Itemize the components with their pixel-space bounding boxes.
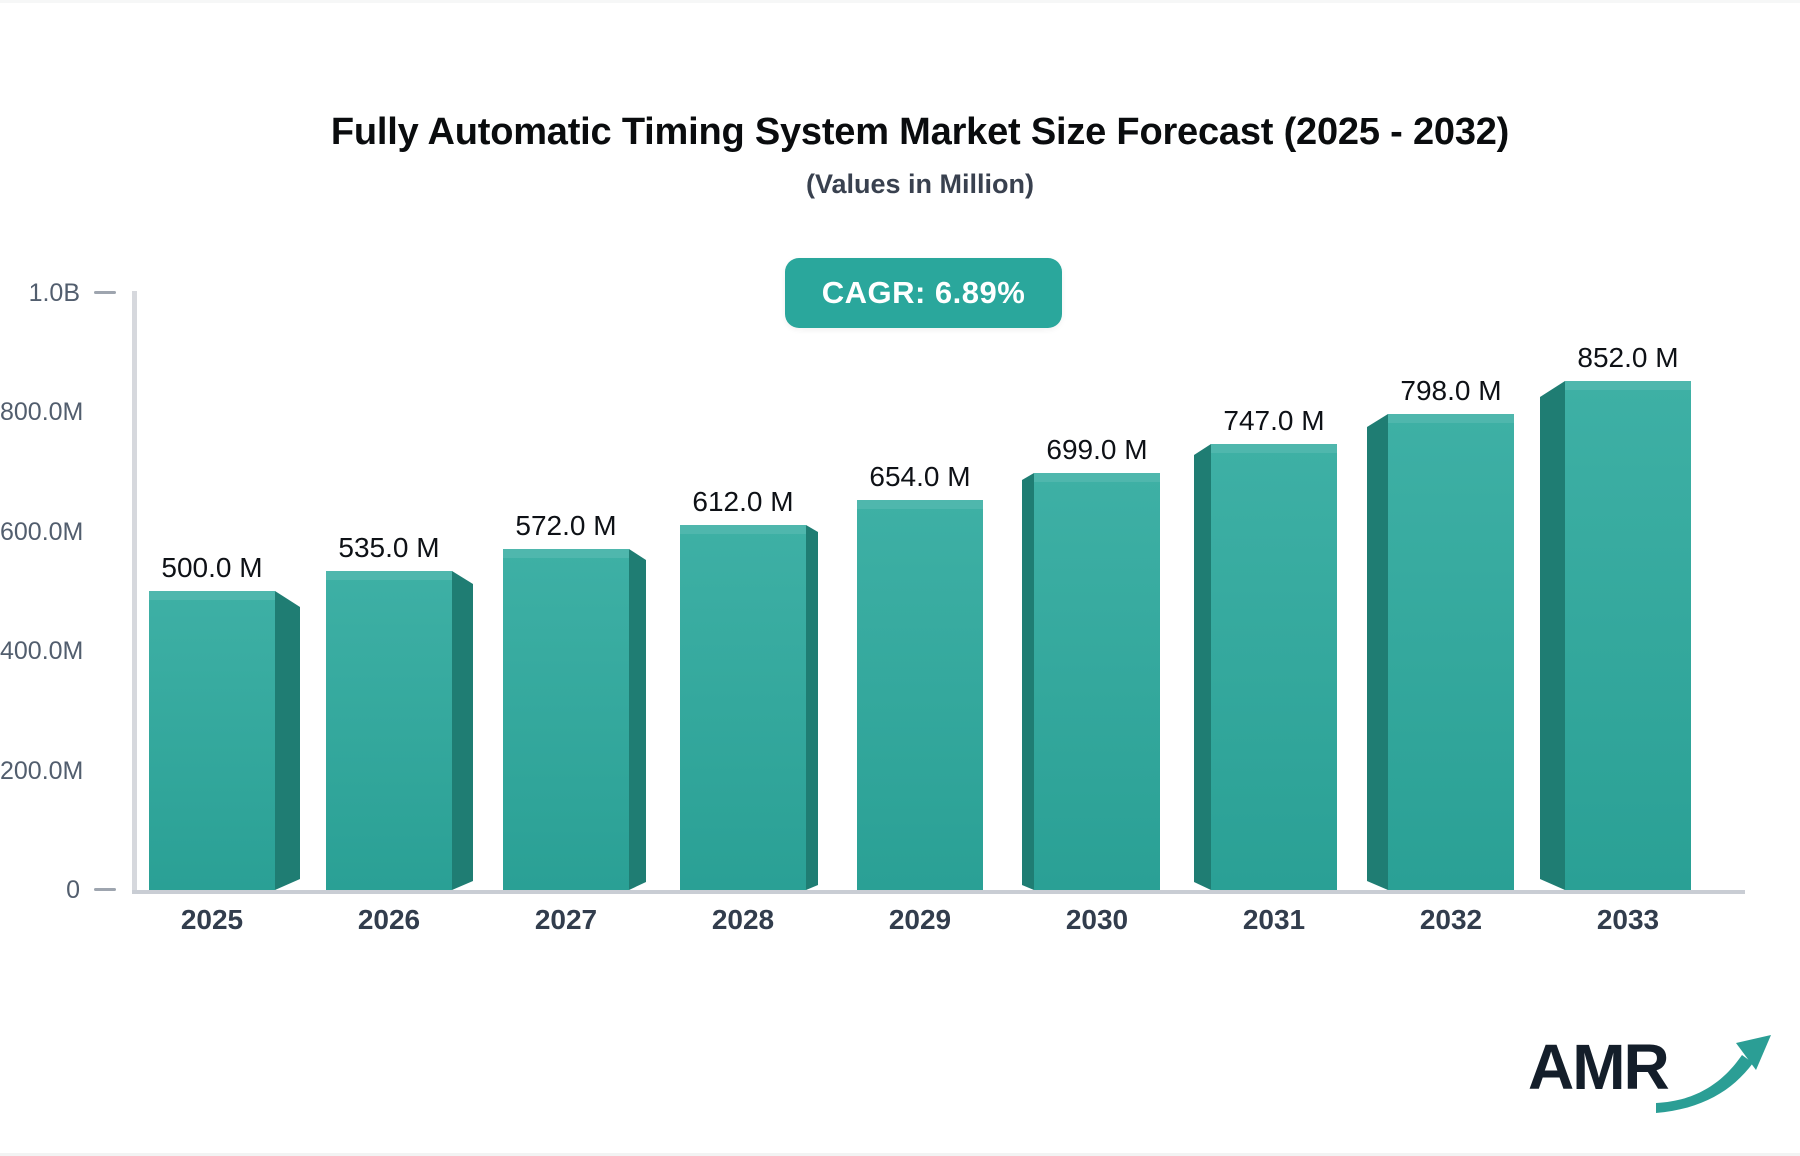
- x-tick-label: 2033: [1596, 904, 1660, 935]
- bar-top-face: [1565, 381, 1691, 390]
- bar-side-face: [629, 549, 646, 890]
- x-tick-label: 2027: [534, 904, 598, 935]
- bar-top-face: [149, 591, 275, 600]
- y-axis-line: [132, 291, 137, 894]
- bar-value-label: 612.0 M: [692, 486, 794, 517]
- bar-value-label: 572.0 M: [515, 510, 617, 541]
- bar-side-face: [1367, 414, 1388, 890]
- bar-side-face: [275, 591, 300, 890]
- bar: [1565, 381, 1691, 890]
- y-tick-label: 800.0M: [0, 398, 84, 426]
- y-tick-mark: [94, 888, 116, 891]
- chart-subtitle: (Values in Million): [805, 169, 1035, 199]
- y-tick-label: 200.0M: [0, 757, 84, 785]
- bar-side-face: [806, 525, 818, 890]
- bar-top-face: [1034, 473, 1160, 482]
- x-tick-label: 2029: [888, 904, 952, 935]
- bar: [503, 549, 629, 890]
- y-tick-label: 400.0M: [0, 637, 84, 665]
- bar-value-label: 699.0 M: [1046, 434, 1148, 465]
- bar-value-label: 500.0 M: [161, 552, 263, 583]
- bar: [149, 591, 275, 890]
- bar-side-face: [452, 571, 473, 890]
- x-tick-label: 2028: [711, 904, 775, 935]
- bar-value-label: 535.0 M: [338, 532, 440, 563]
- cagr-badge: CAGR: 6.89%: [785, 258, 1062, 328]
- bar-side-face: [1022, 473, 1034, 890]
- bar-value-label: 798.0 M: [1400, 375, 1502, 406]
- bar: [1211, 444, 1337, 890]
- y-tick-label: 600.0M: [0, 518, 84, 546]
- y-tick-label: 1.0B: [28, 279, 80, 307]
- bar-side-face: [1540, 381, 1565, 890]
- x-tick-label: 2026: [357, 904, 421, 935]
- x-axis-line: [132, 890, 1745, 894]
- bar: [680, 525, 806, 890]
- bar-side-face: [1194, 444, 1211, 890]
- chart-title: Fully Automatic Timing System Market Siz…: [330, 111, 1510, 153]
- bar-value-label: 747.0 M: [1223, 405, 1325, 436]
- bar-value-label: 654.0 M: [869, 461, 971, 492]
- bar: [1034, 473, 1160, 890]
- bar-top-face: [326, 571, 452, 580]
- bar-value-label: 852.0 M: [1577, 342, 1679, 373]
- x-tick-label: 2030: [1065, 904, 1129, 935]
- bar-top-face: [1211, 444, 1337, 453]
- bar-top-face: [680, 525, 806, 534]
- amr-logo: AMR: [1528, 1035, 1778, 1125]
- bar-top-face: [857, 500, 983, 509]
- y-tick-label: 0: [66, 876, 80, 904]
- amr-logo-text: AMR: [1528, 1031, 1670, 1103]
- x-tick-label: 2025: [180, 904, 244, 935]
- bar-top-face: [1388, 414, 1514, 423]
- bar: [857, 500, 983, 890]
- y-tick-mark: [94, 291, 116, 294]
- bar: [326, 571, 452, 890]
- x-tick-label: 2031: [1242, 904, 1306, 935]
- x-tick-label: 2032: [1419, 904, 1483, 935]
- growth-arrow-icon: [1656, 1035, 1771, 1113]
- bar-top-face: [503, 549, 629, 558]
- bar: [1388, 414, 1514, 890]
